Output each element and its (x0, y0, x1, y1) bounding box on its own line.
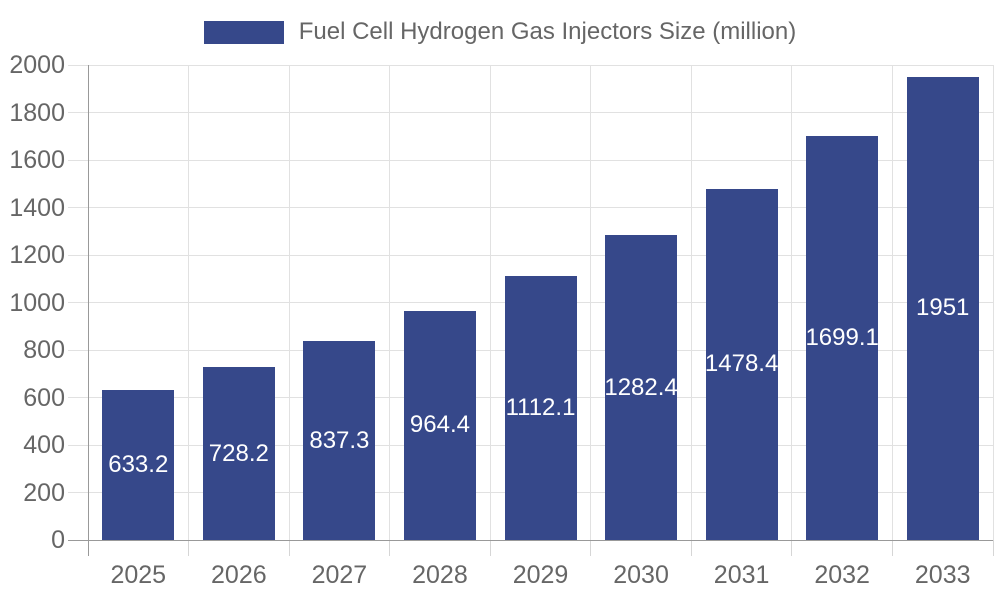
x-gridline (590, 65, 592, 540)
x-axis-tick-label: 2028 (412, 561, 468, 589)
y-gridline (68, 159, 993, 161)
legend-label: Fuel Cell Hydrogen Gas Injectors Size (m… (298, 18, 797, 45)
chart-legend: Fuel Cell Hydrogen Gas Injectors Size (m… (0, 19, 1000, 45)
x-gridline (791, 65, 793, 540)
bar-value-label: 633.2 (108, 450, 169, 478)
x-gridline (992, 65, 994, 540)
x-axis-tick (288, 540, 290, 556)
legend-item[interactable]: Fuel Cell Hydrogen Gas Injectors Size (m… (203, 18, 797, 45)
bar[interactable] (806, 136, 879, 540)
x-axis-tick (188, 540, 190, 556)
y-axis-tick-label: 600 (23, 383, 65, 412)
bar-value-label: 728.2 (208, 439, 269, 467)
x-axis-tick-label: 2030 (613, 561, 669, 589)
x-gridline (188, 65, 190, 540)
x-axis-tick (590, 540, 592, 556)
x-axis-tick-label: 2029 (512, 561, 569, 589)
bar-value-label: 964.4 (409, 411, 470, 439)
bar[interactable] (504, 275, 577, 540)
y-gridline (68, 112, 993, 113)
x-axis-tick-label: 2031 (713, 561, 770, 589)
y-axis-tick-label: 1800 (9, 98, 65, 127)
y-axis-tick-label: 1400 (9, 193, 65, 222)
bar[interactable] (202, 367, 275, 540)
y-axis-tick-label: 400 (23, 431, 65, 459)
bar-value-label: 1951 (916, 294, 970, 322)
y-axis-tick-label: 1000 (9, 288, 65, 317)
y-axis-line (87, 65, 89, 556)
bar[interactable] (102, 389, 175, 540)
x-axis-tick-label: 2027 (311, 561, 368, 589)
bar-value-label: 1282.4 (604, 373, 678, 401)
x-axis-tick (489, 540, 491, 556)
x-gridline (389, 65, 391, 540)
y-axis-tick-label: 1200 (9, 241, 65, 269)
bar[interactable] (403, 310, 476, 540)
x-axis-tick-label: 2025 (110, 561, 167, 589)
bar-value-label: 1112.1 (505, 393, 576, 421)
legend-swatch (203, 20, 284, 44)
x-axis-tick (791, 540, 793, 556)
y-gridline (68, 64, 993, 66)
bar[interactable] (906, 76, 979, 540)
y-gridline (68, 254, 993, 256)
x-axis-tick-label: 2032 (814, 561, 870, 589)
x-gridline (288, 65, 290, 540)
x-gridline (690, 65, 692, 540)
bar-value-label: 837.3 (309, 426, 370, 454)
y-axis-tick-label: 2000 (9, 51, 65, 79)
bar[interactable] (705, 188, 778, 540)
bar-value-label: 1478.4 (704, 350, 779, 378)
x-gridline (489, 65, 491, 540)
x-axis-tick (690, 540, 692, 556)
y-axis-tick-label: 800 (23, 336, 65, 364)
x-axis-tick (891, 540, 893, 556)
bar-value-label: 1699.1 (805, 324, 879, 352)
bar[interactable] (605, 235, 678, 540)
y-axis-tick-label: 1600 (9, 146, 65, 174)
bar[interactable] (303, 341, 376, 540)
x-axis-line (68, 539, 993, 541)
x-gridline (891, 65, 893, 540)
x-axis-tick (389, 540, 391, 556)
y-axis-tick-label: 200 (23, 478, 65, 507)
y-gridline (68, 207, 993, 208)
x-axis-tick (992, 540, 994, 556)
y-axis-tick-label: 0 (51, 526, 65, 554)
x-axis-tick-label: 2033 (914, 561, 971, 589)
x-axis-tick-label: 2026 (211, 561, 267, 589)
